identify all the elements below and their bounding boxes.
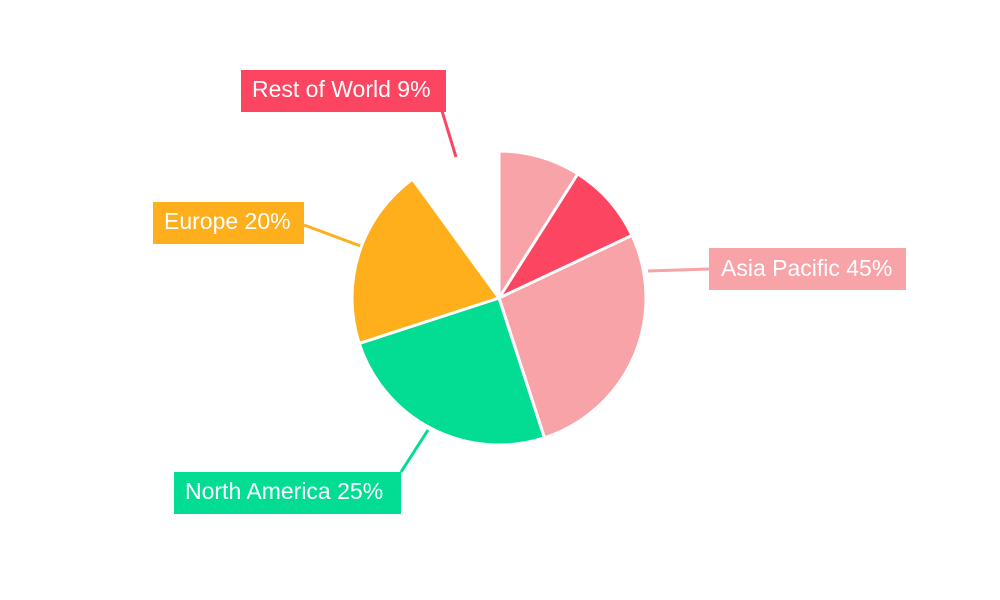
label-box-europe[interactable] xyxy=(153,202,304,244)
data-label-asia-pacific: Asia Pacific 45% xyxy=(721,255,892,281)
data-label-north-america: North America 25% xyxy=(185,478,383,504)
label-box-asia-pacific[interactable] xyxy=(709,248,906,290)
leader-line-europe xyxy=(303,223,367,250)
pie-slice-north-america[interactable] xyxy=(357,296,546,447)
data-label-rest-of-world: Rest of World 9% xyxy=(252,76,431,102)
pie-slice-europe[interactable] xyxy=(350,177,501,345)
pie-slice-rest-of-world[interactable] xyxy=(497,172,634,300)
pie-labels-group: Asia Pacific 45% North America 25% Europe … xyxy=(153,70,906,514)
pie-slices-group xyxy=(350,149,648,447)
leader-line-rest-of-world xyxy=(440,110,458,158)
label-box-rest-of-world[interactable] xyxy=(241,70,446,112)
data-label-europe: Europe 20% xyxy=(164,208,291,234)
label-box-north-america[interactable] xyxy=(174,472,401,514)
leader-lines-group xyxy=(303,110,710,473)
leader-line-north-america xyxy=(399,429,430,473)
leader-line-asia-pacific xyxy=(647,267,710,273)
